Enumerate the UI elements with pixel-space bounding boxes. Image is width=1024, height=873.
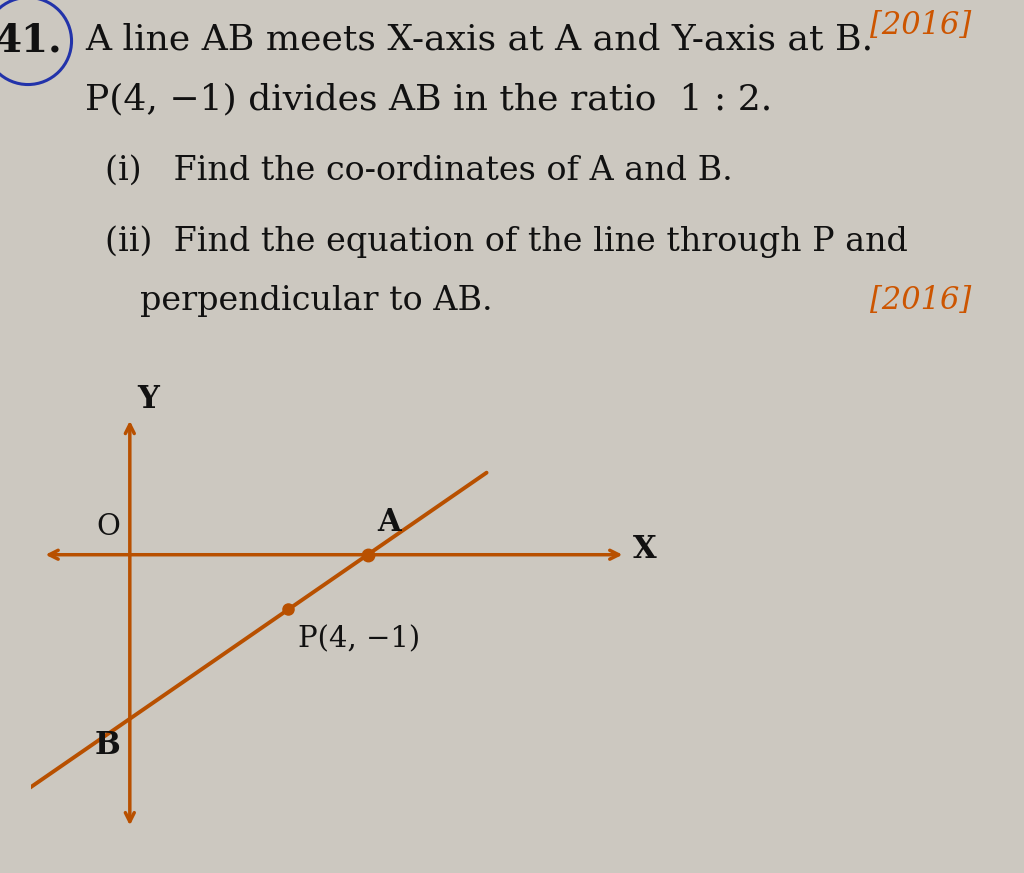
Text: [2016]: [2016] [870, 10, 971, 41]
Text: O: O [96, 513, 120, 541]
Text: (ii)  Find the equation of the line through P and: (ii) Find the equation of the line throu… [105, 225, 908, 258]
Text: (i)   Find the co-ordinates of A and B.: (i) Find the co-ordinates of A and B. [105, 155, 733, 187]
Text: B: B [94, 730, 120, 760]
Text: Y: Y [138, 384, 160, 416]
Text: X: X [633, 533, 657, 565]
Text: 41.: 41. [0, 22, 61, 60]
Text: perpendicular to AB.: perpendicular to AB. [140, 285, 493, 317]
Text: [2016]: [2016] [870, 285, 971, 316]
Text: A line AB meets X-axis at A and Y-axis at B.: A line AB meets X-axis at A and Y-axis a… [85, 22, 873, 56]
Text: P(4, −1) divides AB in the ratio  1 : 2.: P(4, −1) divides AB in the ratio 1 : 2. [85, 82, 772, 116]
Text: P(4, −1): P(4, −1) [298, 626, 421, 654]
Text: A: A [378, 507, 401, 539]
